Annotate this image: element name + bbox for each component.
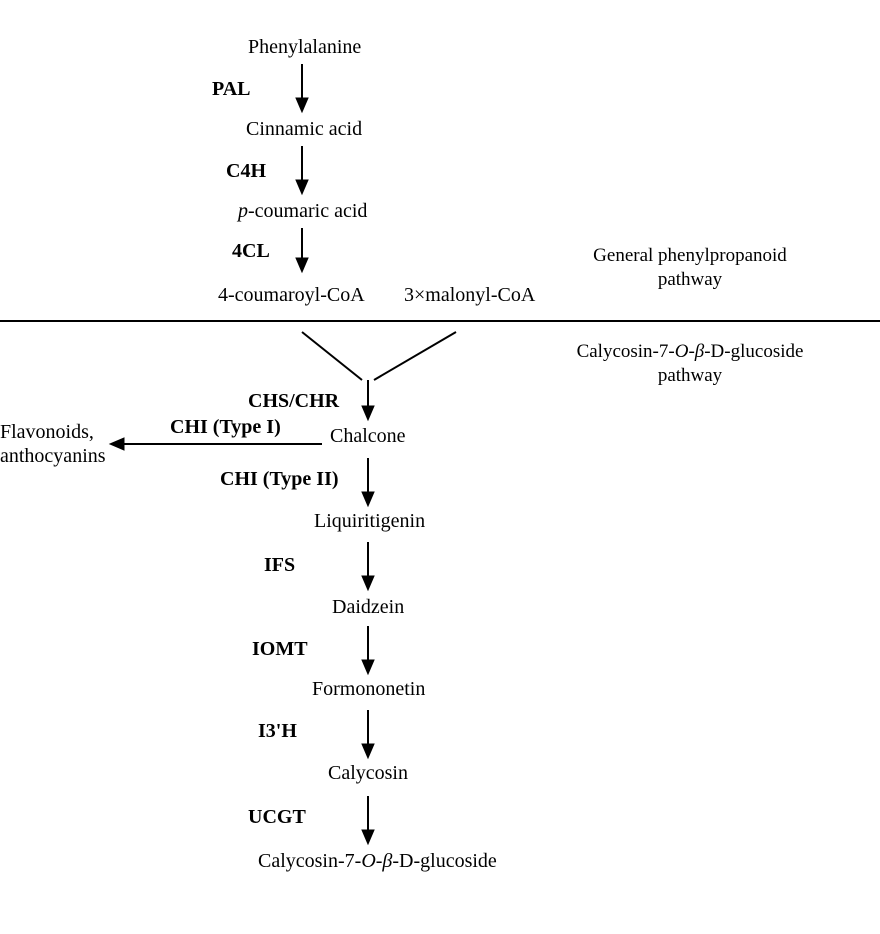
enzyme-4cl: 4CL bbox=[232, 240, 270, 263]
compound-3x-malonyl-coa: 3×malonyl-CoA bbox=[404, 284, 535, 307]
cal-p2-italic: O-β bbox=[675, 341, 705, 362]
final-p1: Calycosin-7- bbox=[258, 850, 361, 872]
merge-lines bbox=[302, 332, 456, 380]
arrow-c4h bbox=[296, 146, 308, 194]
compound-chalcone: Chalcone bbox=[330, 425, 406, 448]
arrow-chi-type1 bbox=[110, 438, 322, 450]
enzyme-chs-chr: CHS/CHR bbox=[248, 390, 339, 413]
arrow-iomt bbox=[362, 626, 374, 674]
p-coumaric-rest: -coumaric acid bbox=[248, 200, 367, 222]
compound-4-coumaroyl-coa: 4-coumaroyl-CoA bbox=[218, 284, 365, 307]
arrow-chi-type2 bbox=[362, 458, 374, 506]
enzyme-pal: PAL bbox=[212, 78, 251, 101]
pathway-diagram: Phenylalanine Cinnamic acid p-coumaric a… bbox=[0, 0, 880, 934]
final-p3: -D-glucoside bbox=[392, 850, 496, 872]
cal-line2: pathway bbox=[658, 365, 722, 386]
compound-final-product: Calycosin-7-O-β-D-glucoside bbox=[258, 850, 497, 873]
enzyme-iomt: IOMT bbox=[252, 638, 308, 661]
compound-daidzein: Daidzein bbox=[332, 596, 404, 619]
enzyme-ucgt: UCGT bbox=[248, 806, 306, 829]
compound-flavonoids-anthocyanins: Flavonoids,anthocyanins bbox=[0, 420, 110, 468]
compound-phenylalanine: Phenylalanine bbox=[248, 36, 361, 59]
italic-p: p bbox=[238, 200, 248, 222]
enzyme-i3h: I3'H bbox=[258, 720, 297, 743]
compound-formononetin: Formononetin bbox=[312, 678, 425, 701]
arrow-chs-chr bbox=[362, 380, 374, 420]
arrow-ucgt bbox=[362, 796, 374, 844]
enzyme-chi-type1: CHI (Type I) bbox=[170, 416, 281, 439]
enzyme-ifs: IFS bbox=[264, 554, 295, 577]
label-general-phenylpropanoid-pathway: General phenylpropanoidpathway bbox=[570, 244, 810, 292]
arrow-ifs bbox=[362, 542, 374, 590]
arrow-4cl bbox=[296, 228, 308, 272]
enzyme-c4h: C4H bbox=[226, 160, 266, 183]
label-calycosin-glucoside-pathway: Calycosin-7-O-β-D-glucoside pathway bbox=[550, 340, 830, 388]
compound-liquiritigenin: Liquiritigenin bbox=[314, 510, 425, 533]
compound-calycosin: Calycosin bbox=[328, 762, 408, 785]
compound-p-coumaric-acid: p-coumaric acid bbox=[238, 200, 367, 223]
final-p2-italic: O-β bbox=[361, 850, 392, 872]
cal-p3: -D-glucoside bbox=[704, 341, 803, 362]
enzyme-chi-type2: CHI (Type II) bbox=[220, 468, 339, 491]
cal-p1: Calycosin-7- bbox=[577, 341, 675, 362]
arrows-layer bbox=[0, 0, 880, 934]
arrow-i3h bbox=[362, 710, 374, 758]
arrow-pal bbox=[296, 64, 308, 112]
compound-cinnamic-acid: Cinnamic acid bbox=[246, 118, 362, 141]
